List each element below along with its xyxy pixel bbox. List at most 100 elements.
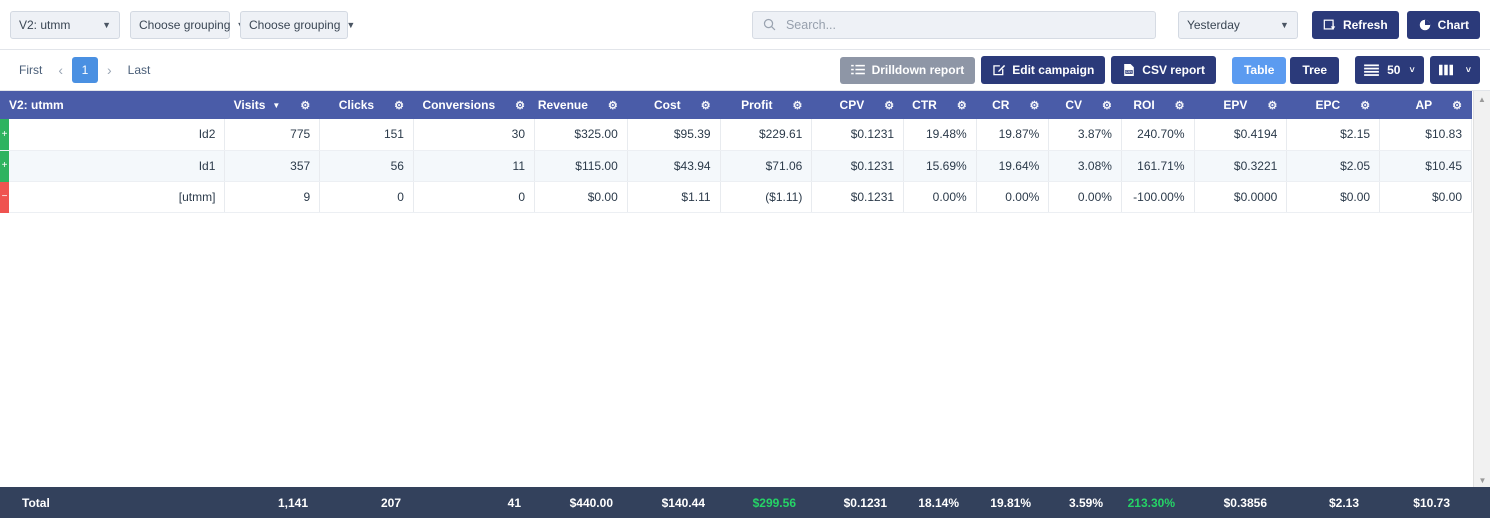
total-visits: 1,141	[277, 495, 308, 510]
col-header-conversions-label: Conversions	[422, 98, 496, 112]
col-header-visits[interactable]: Visits ▼ ⚙	[224, 91, 321, 119]
cell-cost: $95.39	[627, 119, 721, 151]
col-header-roi[interactable]: ROI ⚙	[1121, 91, 1195, 119]
gear-icon[interactable]: ⚙	[956, 99, 967, 112]
drilldown-report-button[interactable]: Drilldown report	[839, 56, 976, 84]
cell-conversions: 30	[413, 119, 536, 151]
plus-icon[interactable]: +	[0, 150, 9, 182]
top-toolbar: V2: utmm ▼ Choose grouping ▼ Choose grou…	[0, 0, 1490, 50]
col-header-profit[interactable]: Profit ⚙	[720, 91, 813, 119]
col-header-epc[interactable]: EPC ⚙	[1286, 91, 1381, 119]
col-header-name[interactable]: V2: utmm	[0, 91, 226, 119]
col-header-cost[interactable]: Cost ⚙	[627, 91, 721, 119]
columns-button[interactable]: ˅	[1429, 56, 1480, 84]
gear-icon[interactable]: ⚙	[884, 99, 895, 112]
cell-cr: 19.64%	[976, 150, 1050, 182]
total-cv: 3.59%	[1068, 495, 1103, 510]
chart-button[interactable]: Chart	[1406, 10, 1480, 39]
gear-icon[interactable]: ⚙	[1102, 99, 1112, 112]
refresh-button[interactable]: Refresh	[1311, 10, 1399, 39]
table-row[interactable]: + Id1 357 56 11 $115.00 $43.94 $71.06 $0…	[0, 150, 1472, 182]
view-tree-button[interactable]: Tree	[1290, 56, 1340, 84]
search-box[interactable]	[751, 10, 1156, 39]
gear-icon[interactable]: ⚙	[1174, 99, 1185, 112]
edit-campaign-button[interactable]: Edit campaign	[981, 56, 1106, 84]
total-conversions: 41	[507, 495, 521, 510]
gear-icon[interactable]: ⚙	[1452, 99, 1462, 112]
cell-cr: 19.87%	[976, 119, 1050, 151]
col-header-ctr-label: CTR	[912, 98, 937, 112]
chevron-down-icon: ▼	[102, 19, 111, 30]
refresh-button-label: Refresh	[1342, 17, 1388, 32]
scroll-down-icon[interactable]: ▼	[1478, 476, 1487, 485]
col-header-cr-label: CR	[992, 98, 1010, 112]
col-header-clicks[interactable]: Clicks ⚙	[319, 91, 414, 119]
pager-first[interactable]: First	[19, 63, 43, 77]
period-select[interactable]: Yesterday ▼	[1177, 10, 1298, 39]
cell-conversions: 11	[413, 150, 536, 182]
gear-icon[interactable]: ⚙	[792, 99, 803, 112]
cell-visits: 775	[224, 119, 321, 151]
rows-per-page-button[interactable]: 50 ˅	[1355, 56, 1424, 84]
cell-visits: 9	[224, 181, 321, 213]
gear-icon[interactable]: ⚙	[394, 99, 404, 112]
grouping-select-b[interactable]: Choose grouping ▼	[240, 10, 355, 39]
scroll-up-icon[interactable]: ▲	[1478, 95, 1486, 104]
svg-text:CSV: CSV	[1126, 70, 1133, 74]
sort-desc-icon: ▼	[272, 100, 281, 110]
rows-icon	[1364, 64, 1379, 76]
gear-icon[interactable]: ⚙	[300, 99, 311, 112]
grouping-select-a[interactable]: Choose grouping ▼	[130, 10, 245, 39]
csv-report-button[interactable]: CSV CSV report	[1111, 56, 1216, 84]
grouping-select-v2[interactable]: V2: utmm ▼	[10, 10, 120, 39]
total-cost: $140.44	[661, 495, 705, 510]
cell-clicks: 56	[319, 150, 414, 182]
row-name-cell[interactable]: + Id2	[0, 119, 226, 151]
table-row[interactable]: − [utmm] 9 0 0 $0.00 $1.11 ($1.11) $0.12…	[0, 181, 1472, 213]
gear-icon[interactable]: ⚙	[1029, 99, 1040, 112]
col-header-cr[interactable]: CR ⚙	[976, 91, 1050, 119]
row-name-label: Id1	[198, 158, 216, 173]
total-profit: $299.56	[752, 495, 796, 510]
pager-last[interactable]: Last	[127, 63, 151, 77]
gear-icon[interactable]: ⚙	[1267, 99, 1278, 112]
col-header-epv[interactable]: EPV ⚙	[1194, 91, 1288, 119]
report-actions: Drilldown report Edit campaign CSV CSV r…	[839, 56, 1480, 84]
gear-icon[interactable]: ⚙	[700, 99, 711, 112]
table-row[interactable]: + Id2 775 151 30 $325.00 $95.39 $229.61 …	[0, 119, 1472, 151]
gear-icon[interactable]: ⚙	[515, 99, 525, 112]
col-header-ap[interactable]: AP ⚙	[1379, 91, 1472, 119]
col-header-cpv[interactable]: CPV ⚙	[811, 91, 905, 119]
col-header-name-label: V2: utmm	[9, 98, 64, 112]
vertical-scrollbar[interactable]: ▲ ▼	[1473, 91, 1490, 489]
chevron-right-icon[interactable]: ›	[107, 62, 112, 78]
total-label: Total	[22, 495, 50, 510]
row-name-cell[interactable]: + Id1	[0, 150, 226, 182]
plus-icon[interactable]: +	[0, 119, 9, 150]
col-header-cpv-label: CPV	[839, 98, 865, 112]
total-epv: $0.3856	[1223, 495, 1267, 510]
col-header-revenue[interactable]: Revenue ⚙	[534, 91, 628, 119]
cell-epv: $0.4194	[1194, 119, 1288, 151]
search-input[interactable]	[783, 16, 1145, 33]
col-header-ctr[interactable]: CTR ⚙	[903, 91, 977, 119]
gear-icon[interactable]: ⚙	[607, 99, 618, 112]
col-header-conversions[interactable]: Conversions ⚙	[413, 91, 536, 119]
pager-page-1[interactable]: 1	[72, 57, 98, 83]
gear-icon[interactable]: ⚙	[1360, 99, 1371, 112]
col-header-cv[interactable]: CV ⚙	[1048, 91, 1122, 119]
grouping-select-v2-label: V2: utmm	[19, 17, 71, 32]
row-name-cell[interactable]: − [utmm]	[0, 181, 226, 213]
row-name-label: [utmm]	[178, 189, 216, 204]
cell-ctr: 19.48%	[903, 119, 977, 151]
col-header-epv-label: EPV	[1223, 98, 1248, 112]
chevron-left-icon[interactable]: ‹	[58, 62, 63, 78]
minus-icon[interactable]: −	[0, 181, 9, 213]
cell-cpv: $0.1231	[811, 150, 905, 182]
chevron-down-icon: ▼	[346, 19, 356, 30]
cell-cv: 3.87%	[1048, 119, 1122, 151]
view-table-button[interactable]: Table	[1231, 56, 1287, 84]
cell-profit: ($1.11)	[720, 181, 813, 213]
report-table-area: V2: utmm Visits ▼ ⚙ Clicks ⚙ C	[0, 91, 1490, 489]
cell-cost: $43.94	[627, 150, 721, 182]
